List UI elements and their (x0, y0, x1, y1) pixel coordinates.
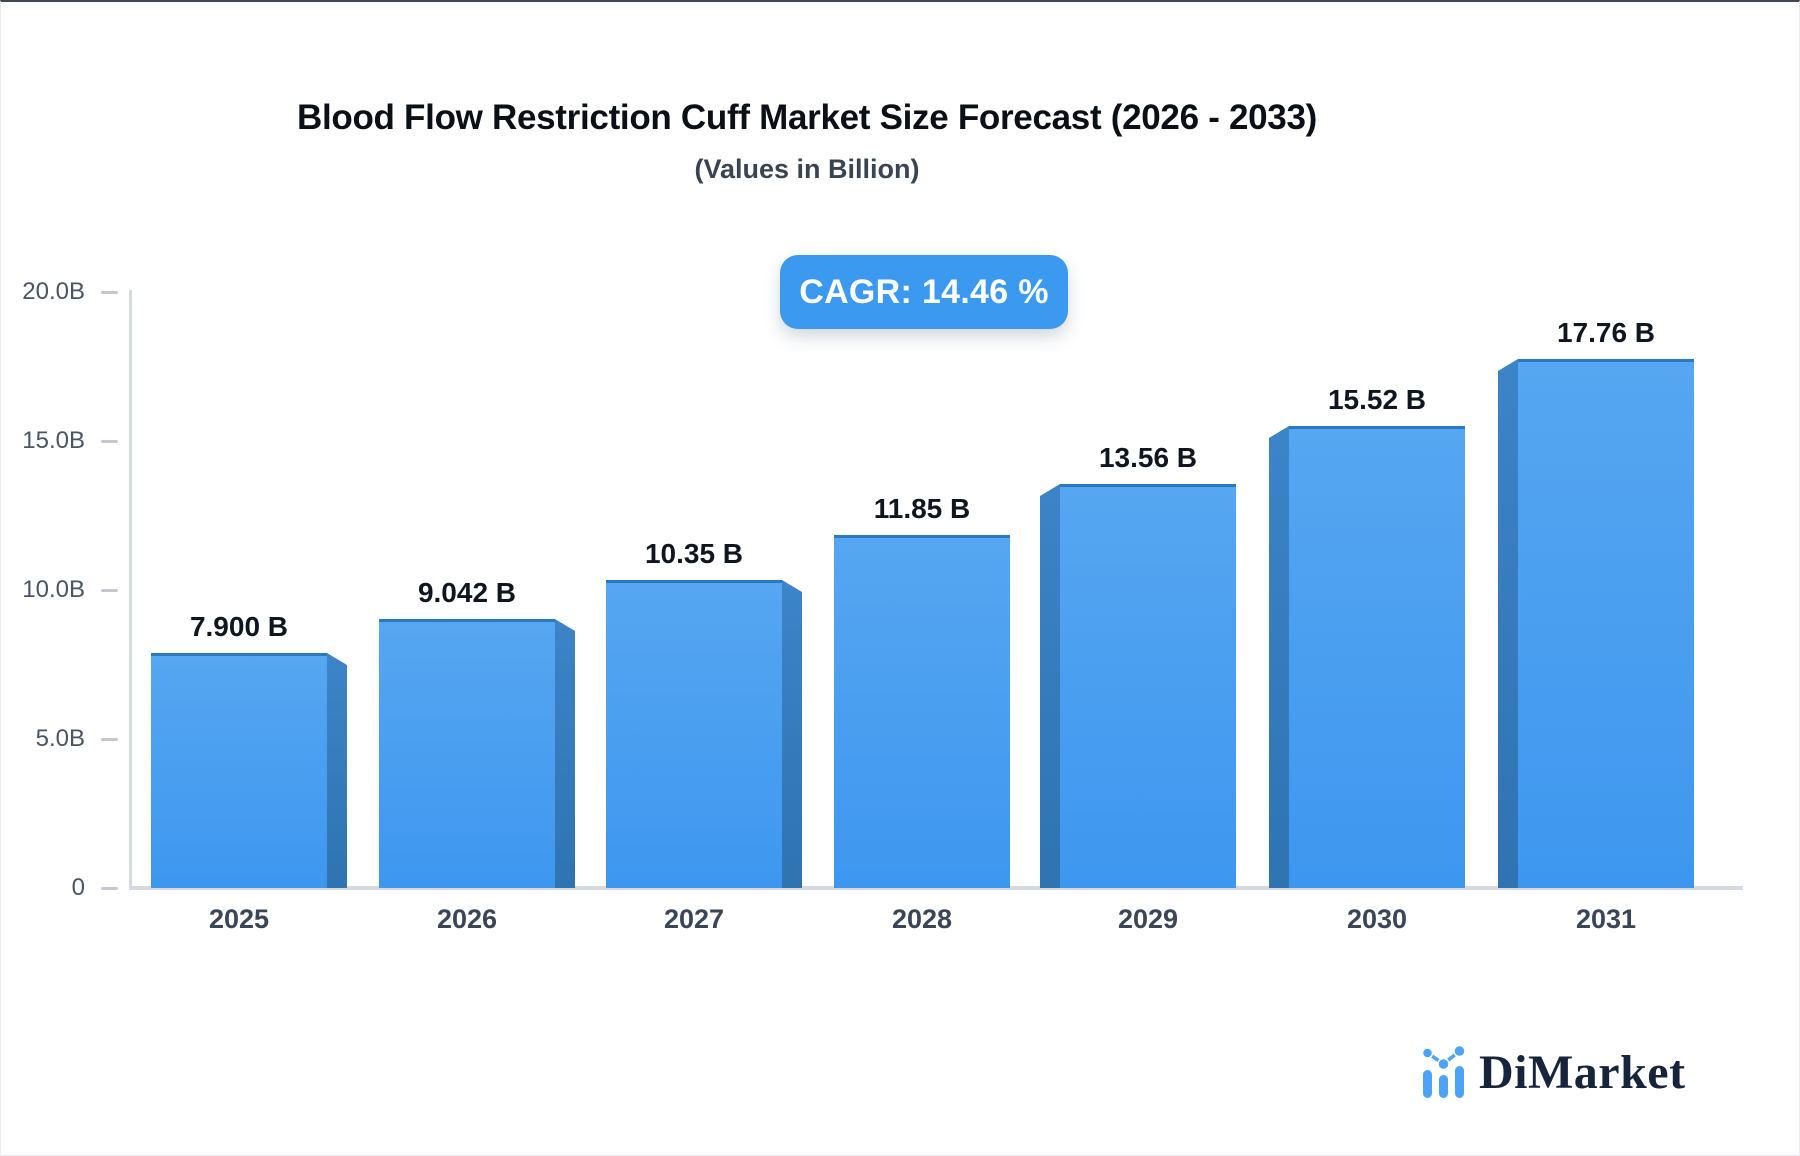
bar-3d-side (1040, 484, 1060, 888)
y-axis-line (129, 290, 132, 890)
bar-2028[interactable] (834, 535, 1010, 888)
bar-2027[interactable] (606, 580, 782, 888)
bar-value-label: 15.52 B (1327, 384, 1427, 415)
bar-value-label: 10.35 B (644, 538, 744, 569)
y-axis-tick-label: 15.0B (22, 427, 85, 454)
x-axis-label-2029: 2029 (1117, 904, 1179, 934)
brand-logo: DiMarket (1421, 1042, 1686, 1102)
bar-3d-side (555, 619, 575, 888)
y-axis-tick-label: 0 (71, 874, 85, 901)
mini-bar-line-chart-icon (1421, 1044, 1466, 1098)
chart-header: Blood Flow Restriction Cuff Market Size … (1, 2, 1613, 185)
y-axis-tick-mark (101, 886, 118, 890)
bar-2030[interactable] (1289, 426, 1465, 888)
bar-value-label: 9.042 B (417, 577, 517, 608)
bar-2026[interactable] (379, 619, 555, 888)
bar-2031[interactable] (1518, 359, 1694, 888)
x-axis-label-2030: 2030 (1346, 904, 1408, 934)
bar-2029[interactable] (1060, 484, 1236, 888)
y-axis-tick-label: 5.0B (35, 725, 85, 752)
y-axis-tick-mark (101, 439, 118, 443)
brand-logo-text: DiMarket (1479, 1045, 1686, 1099)
y-axis-tick-label: 10.0B (22, 576, 85, 603)
y-axis-tick-mark (101, 290, 118, 294)
x-axis-label-2028: 2028 (891, 904, 953, 934)
bar-3d-side (782, 580, 802, 888)
y-axis-tick-mark (101, 737, 118, 741)
bar-value-label: 7.900 B (189, 611, 289, 642)
bar-3d-side (1498, 359, 1518, 888)
x-axis-label-2027: 2027 (663, 904, 725, 934)
bar-2025[interactable] (151, 653, 327, 888)
x-axis-line (129, 886, 1743, 890)
x-axis-label-2031: 2031 (1575, 904, 1637, 934)
chart-title: Blood Flow Restriction Cuff Market Size … (297, 98, 1317, 137)
bar-3d-side (1269, 426, 1289, 888)
x-axis-label-2026: 2026 (436, 904, 498, 934)
chart-subtitle: (Values in Billion) (694, 154, 920, 184)
bar-value-label: 11.85 B (873, 493, 971, 524)
bar-value-label: 17.76 B (1556, 317, 1656, 348)
cagr-badge: CAGR: 14.46 % (780, 255, 1068, 329)
bar-value-label: 13.56 B (1098, 442, 1198, 473)
y-axis-tick-mark (101, 588, 118, 592)
y-axis-tick-label: 20.0B (22, 278, 85, 305)
x-axis-label-2025: 2025 (208, 904, 270, 934)
bar-3d-side (327, 653, 347, 888)
